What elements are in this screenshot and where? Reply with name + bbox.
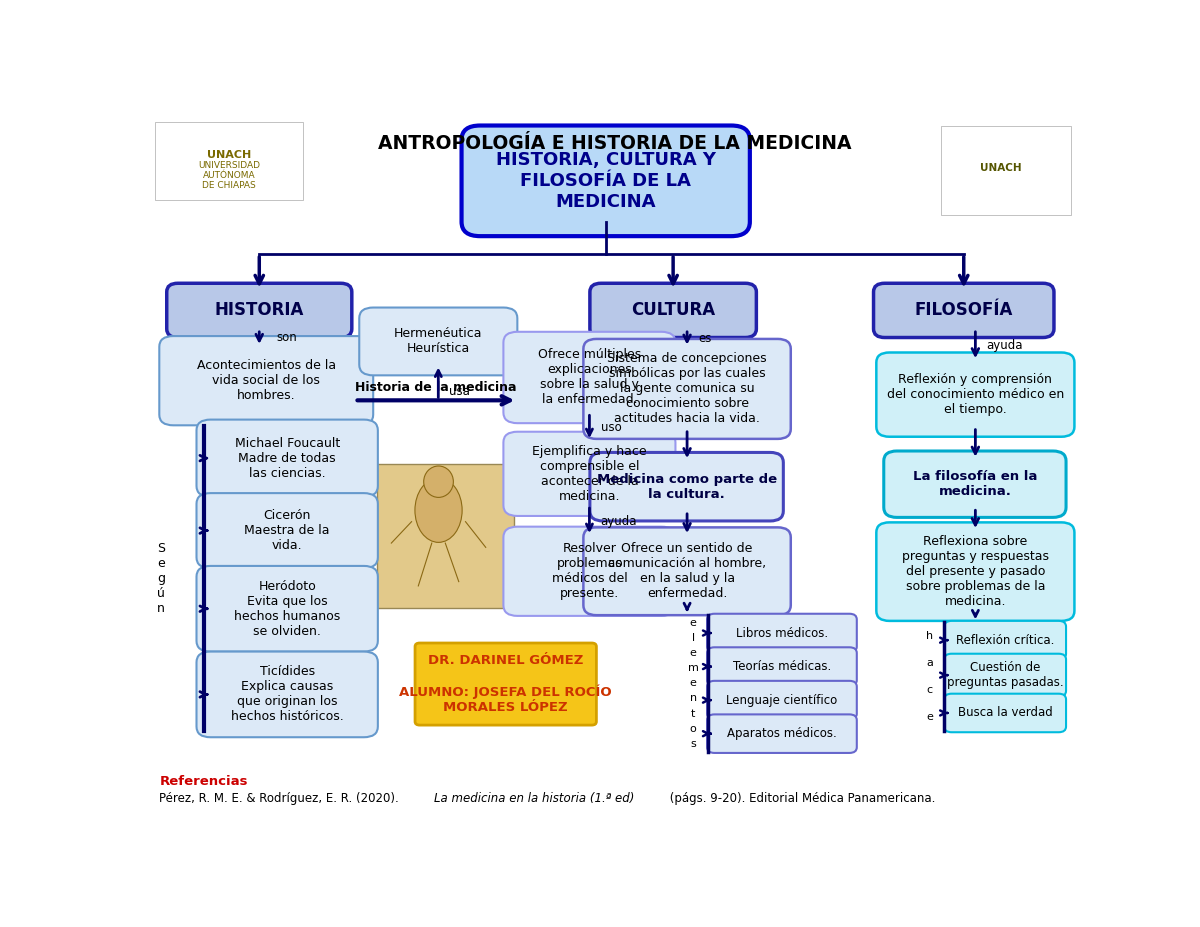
Text: son: son xyxy=(276,331,296,344)
FancyBboxPatch shape xyxy=(197,493,378,568)
Text: e: e xyxy=(690,679,696,689)
FancyBboxPatch shape xyxy=(504,527,676,616)
Text: HISTORIA: HISTORIA xyxy=(215,301,304,320)
FancyBboxPatch shape xyxy=(707,614,857,653)
Text: l: l xyxy=(691,633,695,643)
FancyBboxPatch shape xyxy=(583,527,791,616)
Text: Cuestión de
preguntas pasadas.: Cuestión de preguntas pasadas. xyxy=(947,661,1063,689)
Text: uso: uso xyxy=(600,421,622,434)
FancyBboxPatch shape xyxy=(504,332,676,423)
FancyBboxPatch shape xyxy=(944,654,1066,696)
Text: h: h xyxy=(925,631,932,641)
Text: Resolver
problemas
médicos del
presente.: Resolver problemas médicos del presente. xyxy=(552,542,628,601)
FancyBboxPatch shape xyxy=(707,647,857,686)
Text: s: s xyxy=(690,739,696,749)
Text: CULTURA: CULTURA xyxy=(631,301,715,320)
Text: ayuda: ayuda xyxy=(600,514,637,527)
Text: e: e xyxy=(926,712,932,722)
Text: Busca la verdad: Busca la verdad xyxy=(958,706,1052,719)
FancyBboxPatch shape xyxy=(944,693,1066,732)
Text: Ejemplifica y hace
comprensible el
acontecer de la
medicina.: Ejemplifica y hace comprensible el acont… xyxy=(532,445,647,502)
FancyBboxPatch shape xyxy=(377,464,514,608)
FancyBboxPatch shape xyxy=(876,352,1074,437)
Text: Sistema de concepciones
simbólicas por las cuales
la gente comunica su
conocimie: Sistema de concepciones simbólicas por l… xyxy=(607,352,767,425)
FancyBboxPatch shape xyxy=(583,339,791,438)
Text: Michael Foucault
Madre de todas
las ciencias.: Michael Foucault Madre de todas las cien… xyxy=(234,437,340,479)
Text: S
e
g
ú
n: S e g ú n xyxy=(157,542,166,615)
Text: Ticídides
Explica causas
que originan los
hechos históricos.: Ticídides Explica causas que originan lo… xyxy=(230,666,343,723)
FancyBboxPatch shape xyxy=(160,337,373,425)
Text: Reflexiona sobre
preguntas y respuestas
del presente y pasado
sobre problemas de: Reflexiona sobre preguntas y respuestas … xyxy=(902,535,1049,608)
FancyBboxPatch shape xyxy=(876,523,1074,621)
Ellipse shape xyxy=(415,478,462,542)
Text: Medicina como parte de
la cultura.: Medicina como parte de la cultura. xyxy=(596,473,776,501)
Text: Aparatos médicos.: Aparatos médicos. xyxy=(727,727,836,740)
Text: es: es xyxy=(698,333,712,346)
FancyBboxPatch shape xyxy=(197,420,378,497)
Text: Historia de la medicina: Historia de la medicina xyxy=(355,381,517,394)
Text: Referencias: Referencias xyxy=(160,775,248,788)
Text: a: a xyxy=(926,658,932,668)
FancyBboxPatch shape xyxy=(590,284,756,337)
Text: HISTORIA, CULTURA Y
FILOSOFÍA DE LA
MEDICINA: HISTORIA, CULTURA Y FILOSOFÍA DE LA MEDI… xyxy=(496,151,715,210)
FancyBboxPatch shape xyxy=(504,432,676,516)
FancyBboxPatch shape xyxy=(197,565,378,652)
FancyBboxPatch shape xyxy=(359,308,517,375)
FancyBboxPatch shape xyxy=(874,284,1054,337)
FancyBboxPatch shape xyxy=(167,284,352,337)
Text: Libros médicos.: Libros médicos. xyxy=(736,627,828,640)
Text: Heródoto
Evita que los
hechos humanos
se olviden.: Heródoto Evita que los hechos humanos se… xyxy=(234,579,341,638)
Text: Cicerón
Maestra de la
vida.: Cicerón Maestra de la vida. xyxy=(245,509,330,552)
Text: La medicina en la historia (1.ª ed): La medicina en la historia (1.ª ed) xyxy=(433,792,634,805)
FancyBboxPatch shape xyxy=(590,452,784,521)
Text: Lenguaje científico: Lenguaje científico xyxy=(726,693,838,706)
Text: usa: usa xyxy=(450,386,470,399)
FancyBboxPatch shape xyxy=(944,621,1066,659)
Text: UNACH: UNACH xyxy=(206,150,251,160)
FancyBboxPatch shape xyxy=(883,451,1066,517)
Ellipse shape xyxy=(424,466,454,498)
Text: e: e xyxy=(690,617,696,628)
Text: m: m xyxy=(688,663,698,673)
Text: FILOSOFÍA: FILOSOFÍA xyxy=(914,301,1013,320)
Text: ayuda: ayuda xyxy=(986,339,1024,352)
Text: Pérez, R. M. E. & Rodríguez, E. R. (2020).: Pérez, R. M. E. & Rodríguez, E. R. (2020… xyxy=(160,792,403,805)
Text: UNIVERSIDAD
AUTÓNOMA
DE CHIAPAS: UNIVERSIDAD AUTÓNOMA DE CHIAPAS xyxy=(198,160,260,190)
FancyBboxPatch shape xyxy=(462,125,750,236)
Text: Reflexión y comprensión
del conocimiento médico en
el tiempo.: Reflexión y comprensión del conocimiento… xyxy=(887,373,1064,416)
Text: (págs. 9-20). Editorial Médica Panamericana.: (págs. 9-20). Editorial Médica Panameric… xyxy=(666,792,936,805)
Text: Acontecimientos de la
vida social de los
hombres.: Acontecimientos de la vida social de los… xyxy=(197,359,336,402)
Text: Teorías médicas.: Teorías médicas. xyxy=(733,660,832,673)
Text: c: c xyxy=(926,685,932,695)
Text: n: n xyxy=(690,693,697,704)
FancyBboxPatch shape xyxy=(707,680,857,719)
FancyBboxPatch shape xyxy=(707,715,857,753)
Text: Ofrece múltiples
explicaciones
sobre la salud y
la enfermedad.: Ofrece múltiples explicaciones sobre la … xyxy=(538,349,641,406)
Text: Reflexión crítica.: Reflexión crítica. xyxy=(956,634,1055,647)
Text: UNACH: UNACH xyxy=(980,163,1021,173)
Text: o: o xyxy=(690,724,696,734)
FancyBboxPatch shape xyxy=(197,652,378,737)
Text: t: t xyxy=(691,708,695,718)
FancyBboxPatch shape xyxy=(415,643,596,725)
Text: ANTROPOLOGÍA E HISTORIA DE LA MEDICINA: ANTROPOLOGÍA E HISTORIA DE LA MEDICINA xyxy=(378,134,852,153)
Text: e: e xyxy=(690,648,696,658)
Text: DR. DARINEL GÓMEZ

ALUMNO: JOSEFA DEL ROCÍO
MORALES LÓPEZ: DR. DARINEL GÓMEZ ALUMNO: JOSEFA DEL ROC… xyxy=(400,654,612,714)
Text: Ofrece un sentido de
comunicación al hombre,
en la salud y la
enfermedad.: Ofrece un sentido de comunicación al hom… xyxy=(608,542,766,601)
Text: Hermenéutica
Heurística: Hermenéutica Heurística xyxy=(394,327,482,355)
Text: La filosofía en la
medicina.: La filosofía en la medicina. xyxy=(913,470,1037,498)
